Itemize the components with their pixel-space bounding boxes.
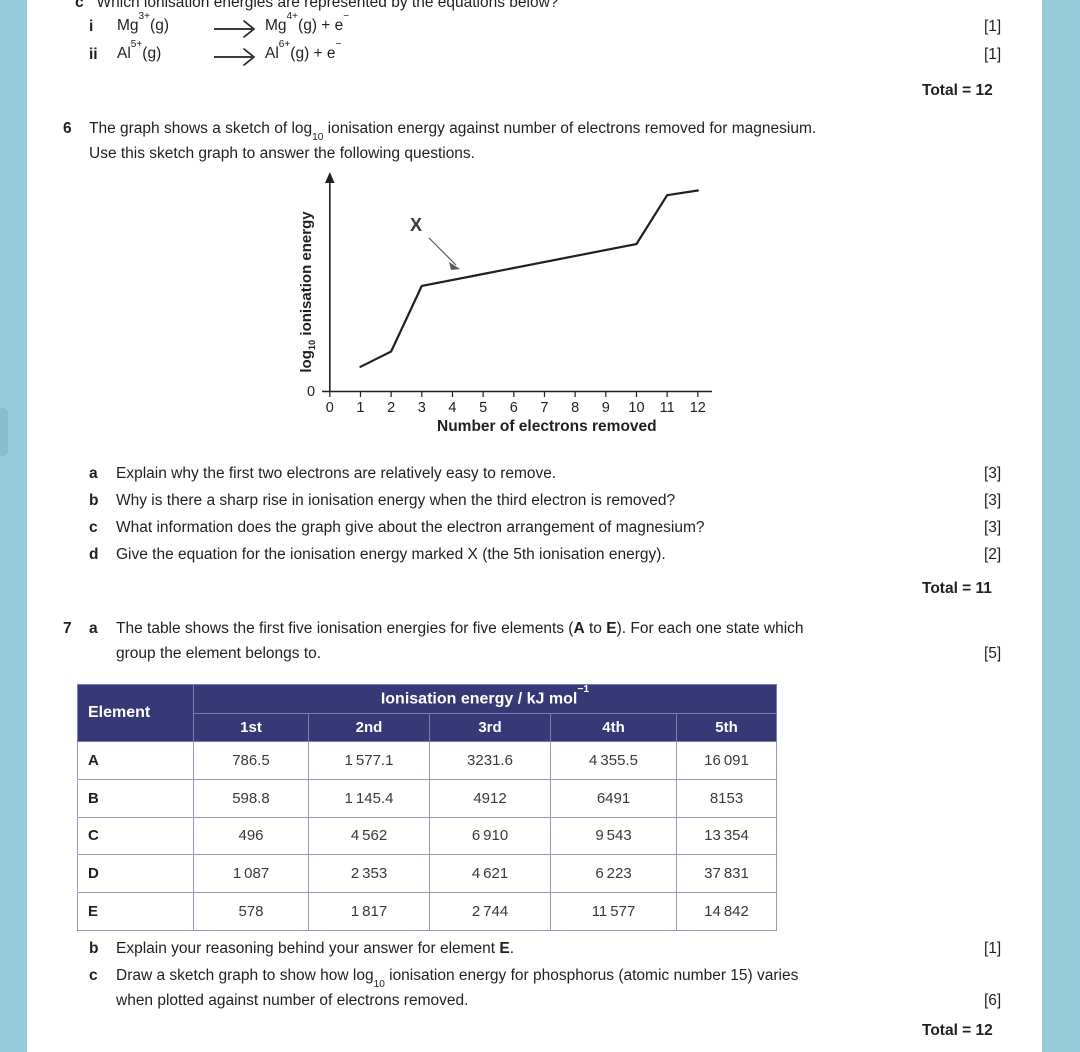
svg-text:1: 1 <box>356 400 364 416</box>
svg-text:5: 5 <box>479 400 487 416</box>
svg-text:9: 9 <box>602 400 610 416</box>
svg-text:4: 4 <box>448 400 456 416</box>
svg-text:8: 8 <box>571 400 579 416</box>
svg-text:10: 10 <box>628 400 644 416</box>
svg-text:2: 2 <box>387 400 395 416</box>
svg-text:12: 12 <box>690 400 706 416</box>
svg-text:11: 11 <box>660 400 675 416</box>
svg-text:0: 0 <box>326 400 334 416</box>
svg-text:X: X <box>410 215 422 235</box>
svg-text:3: 3 <box>418 400 426 416</box>
svg-text:7: 7 <box>540 400 548 416</box>
svg-text:6: 6 <box>510 400 518 416</box>
